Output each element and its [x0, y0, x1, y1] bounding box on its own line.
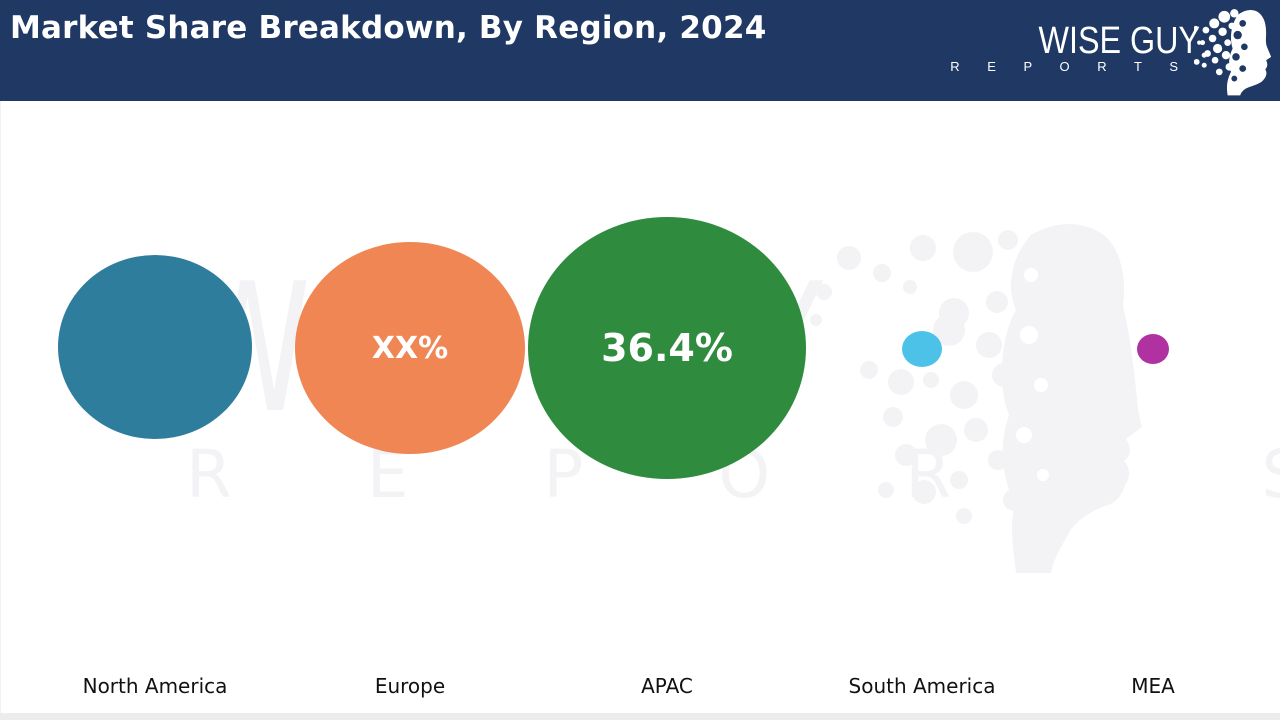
wise-guy-head-icon	[1194, 9, 1272, 96]
category-label-north-america: North America	[82, 674, 228, 698]
category-label-south-america: South America	[848, 674, 996, 698]
category-label-europe: Europe	[374, 674, 446, 698]
watermark-head-icon	[810, 223, 1142, 573]
logo-wordmark: WISE GUY	[1038, 20, 1200, 62]
bubble-mea	[1137, 334, 1169, 364]
bubble-chart: WISE GUY R E P O R T S	[0, 101, 1280, 713]
bubble-value-label: 36.4%	[601, 326, 733, 370]
bubble-south-america	[902, 331, 942, 367]
page-title: Market Share Breakdown, By Region, 2024	[10, 10, 767, 46]
bubble-value-label: XX%	[371, 330, 449, 366]
bubble-europe: XX%	[295, 242, 525, 454]
bubble-apac: 36.4%	[528, 217, 806, 479]
logo-subtext: R E P O R T S	[950, 59, 1190, 74]
category-label-apac: APAC	[641, 674, 693, 698]
category-label-mea: MEA	[1131, 674, 1175, 698]
header-bar: Market Share Breakdown, By Region, 2024 …	[0, 0, 1280, 101]
bottom-strip	[0, 713, 1280, 720]
bubble-north-america	[58, 255, 252, 439]
